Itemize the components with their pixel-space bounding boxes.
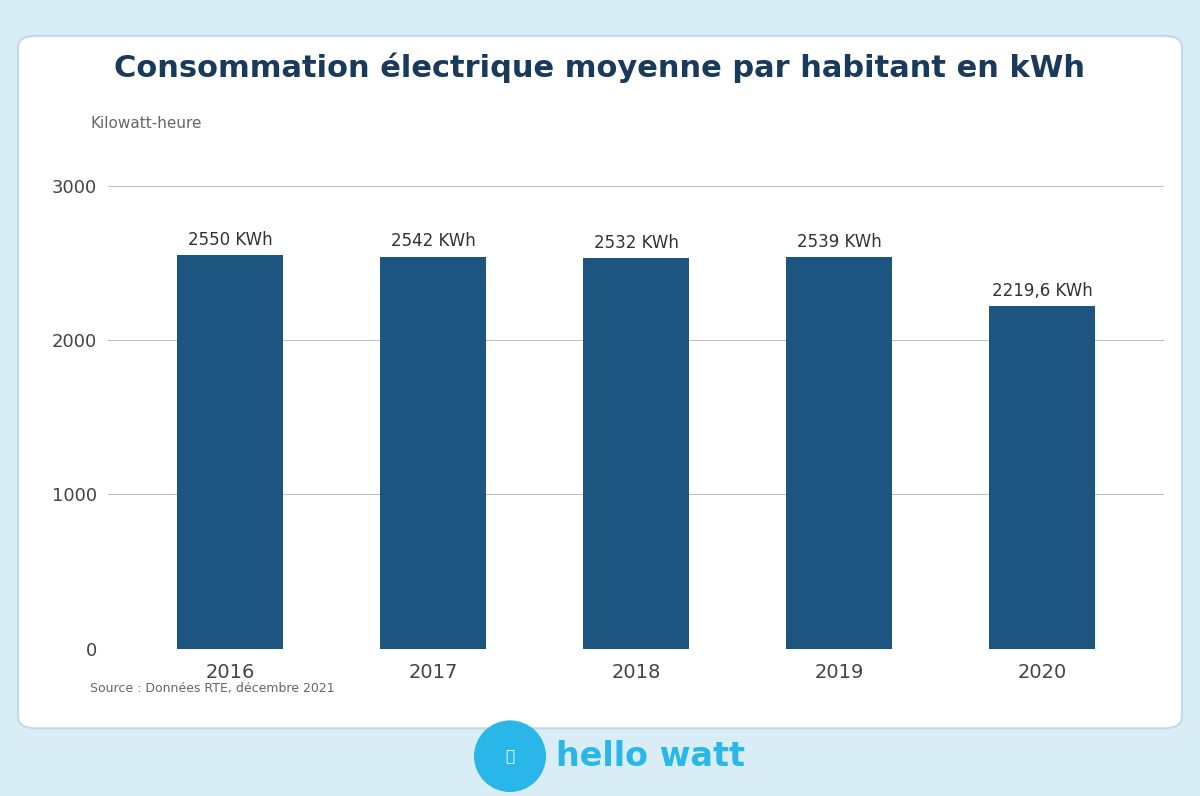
Text: Source : Données RTE, décembre 2021: Source : Données RTE, décembre 2021 [90, 682, 335, 695]
Bar [380, 256, 486, 649]
Text: hello watt: hello watt [556, 739, 744, 773]
Text: 2532 KWh: 2532 KWh [594, 234, 678, 252]
Bar [178, 256, 283, 649]
Text: Kilowatt-heure: Kilowatt-heure [90, 116, 202, 131]
Text: 2550 KWh: 2550 KWh [187, 231, 272, 249]
Bar [989, 306, 1094, 649]
Text: 2539 KWh: 2539 KWh [797, 232, 882, 251]
Text: 💡: 💡 [505, 749, 515, 763]
Text: 2542 KWh: 2542 KWh [390, 232, 475, 250]
Bar [786, 257, 892, 649]
Text: Consommation électrique moyenne par habitant en kWh: Consommation électrique moyenne par habi… [114, 53, 1086, 83]
Ellipse shape [474, 720, 546, 792]
Bar [583, 258, 689, 649]
Text: 2219,6 KWh: 2219,6 KWh [991, 282, 1092, 300]
